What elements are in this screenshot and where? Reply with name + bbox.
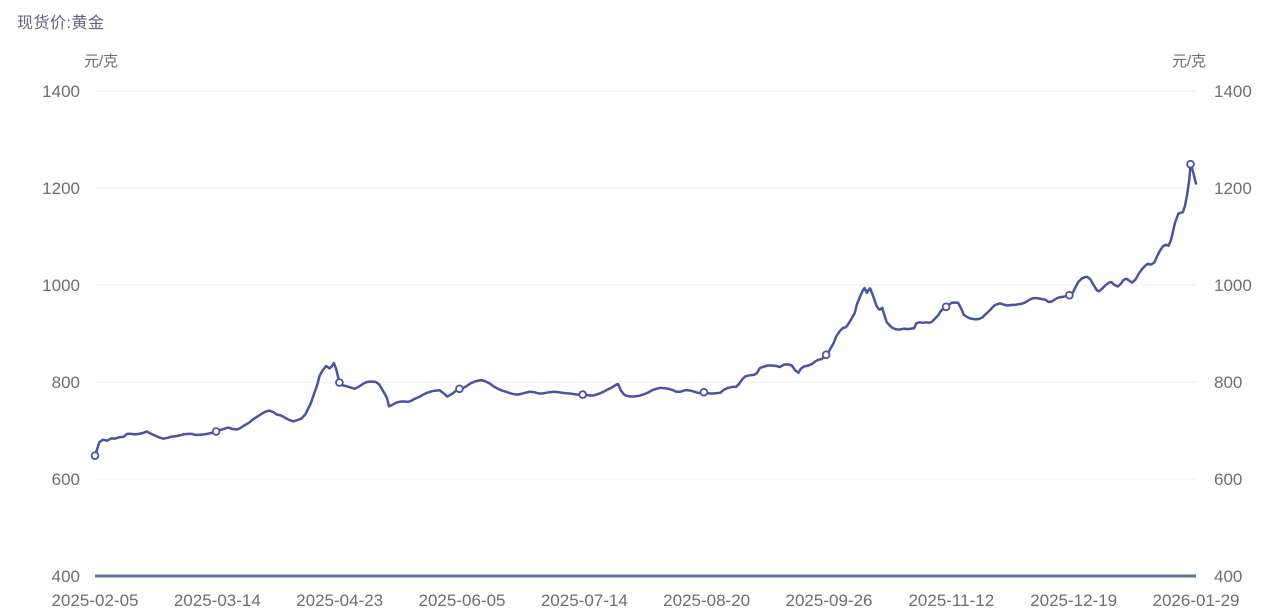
y-tick-label-right: 1200 bbox=[1214, 179, 1252, 198]
series-line[interactable] bbox=[93, 162, 1198, 457]
x-tick-label: 2025-07-14 bbox=[541, 591, 628, 610]
x-tick-label: 2026-01-29 bbox=[1153, 591, 1240, 610]
y-tick-label-right: 800 bbox=[1214, 373, 1242, 392]
y-tick-label-left: 1200 bbox=[42, 179, 80, 198]
x-tick-label: 2025-09-26 bbox=[786, 591, 873, 610]
data-point-marker[interactable] bbox=[821, 350, 831, 360]
data-point-marker[interactable] bbox=[578, 390, 587, 399]
y-tick-label-right: 1000 bbox=[1214, 276, 1252, 295]
chart-title: 现货价:黄金 bbox=[17, 15, 105, 32]
y-axis-unit-right: 元/克 bbox=[1172, 53, 1207, 70]
y-tick-label-right: 1400 bbox=[1214, 82, 1252, 101]
data-point-marker[interactable] bbox=[90, 451, 100, 461]
data-point-marker[interactable] bbox=[699, 387, 709, 397]
x-tick-label: 2025-11-12 bbox=[908, 591, 994, 610]
x-tick-label: 2025-12-19 bbox=[1030, 591, 1117, 610]
data-point-marker[interactable] bbox=[455, 384, 464, 394]
x-tick-label: 2025-06-05 bbox=[419, 591, 506, 610]
y-tick-label-right: 600 bbox=[1214, 470, 1242, 489]
data-point-marker[interactable] bbox=[941, 302, 951, 312]
y-tick-label-left: 1400 bbox=[42, 82, 80, 101]
y-tick-label-left: 400 bbox=[52, 567, 80, 586]
x-tick-label: 2025-04-23 bbox=[296, 591, 383, 610]
y-axis-unit-left: 元/克 bbox=[84, 53, 119, 70]
y-tick-label-left: 600 bbox=[52, 470, 80, 489]
data-point-marker[interactable] bbox=[335, 378, 344, 387]
data-point-marker[interactable] bbox=[1186, 159, 1195, 169]
data-point-marker[interactable] bbox=[1065, 290, 1074, 300]
x-tick-label: 2025-03-14 bbox=[174, 591, 261, 610]
y-tick-label-left: 800 bbox=[52, 373, 80, 392]
x-tick-label: 2025-02-05 bbox=[52, 591, 139, 610]
y-tick-label-right: 400 bbox=[1214, 567, 1242, 586]
x-tick-label: 2025-08-20 bbox=[663, 591, 750, 610]
data-point-marker[interactable] bbox=[211, 427, 221, 436]
y-tick-label-left: 1000 bbox=[42, 276, 80, 295]
